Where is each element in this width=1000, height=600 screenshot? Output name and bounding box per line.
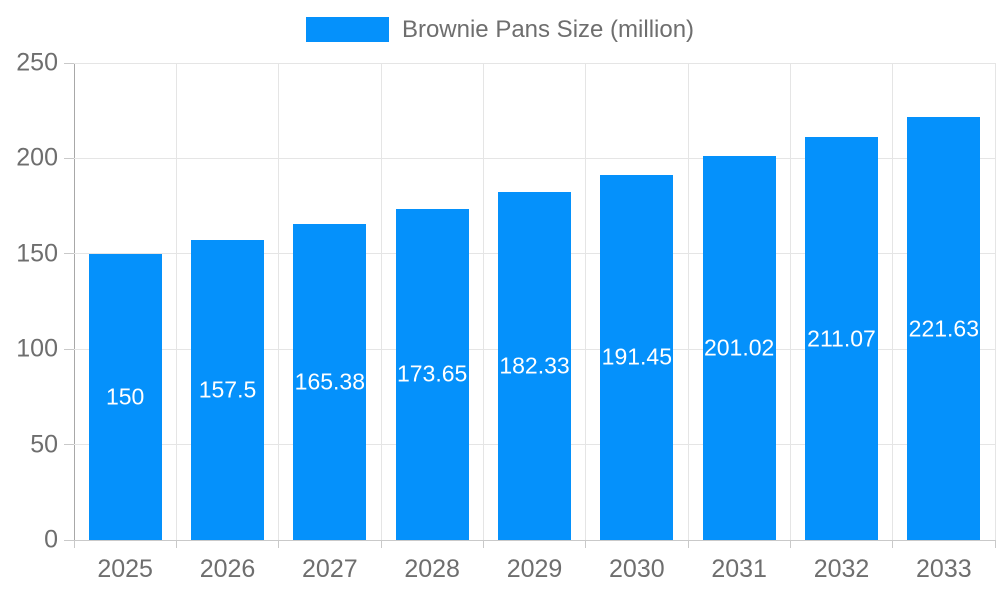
bar-value-label: 150 — [105, 383, 145, 410]
bar-value-label: 165.38 — [294, 368, 366, 395]
x-gridline — [175, 63, 177, 540]
x-gridline — [278, 63, 280, 540]
x-axis-label-2027: 2027 — [302, 555, 358, 583]
x-gridline — [892, 63, 894, 540]
x-gridline — [482, 63, 484, 540]
x-axis-tick — [585, 540, 587, 548]
bar-2030[interactable] — [600, 174, 674, 540]
x-axis-label-2029: 2029 — [506, 555, 563, 583]
bar-value-label: 173.65 — [396, 360, 468, 387]
y-axis-tick — [64, 253, 74, 255]
x-axis-label-2031: 2031 — [711, 555, 767, 583]
x-axis-tick — [789, 540, 791, 548]
x-axis-tick — [482, 540, 484, 548]
y-axis-line — [74, 63, 75, 540]
y-axis-tick — [64, 348, 74, 350]
y-axis-label: 100 — [16, 334, 58, 363]
chart-legend[interactable]: Brownie Pans Size (million) — [0, 17, 1000, 42]
x-axis-label-2030: 2030 — [609, 555, 665, 583]
legend-swatch — [305, 17, 389, 42]
x-axis-tick — [892, 540, 894, 548]
y-gridline — [74, 62, 995, 64]
bar-value-label: 211.07 — [807, 325, 876, 352]
bar-2032[interactable] — [805, 137, 878, 540]
x-axis-label-2026: 2026 — [199, 555, 256, 583]
bar-value-label: 191.45 — [601, 343, 673, 370]
bar-2026[interactable] — [191, 239, 264, 540]
bar-2027[interactable] — [293, 224, 367, 540]
bar-2029[interactable] — [498, 192, 571, 540]
x-gridline — [789, 63, 791, 540]
y-axis-label: 0 — [44, 525, 58, 554]
bar-value-label: 157.5 — [198, 376, 257, 403]
bar-2025[interactable] — [88, 253, 162, 540]
bar-2033[interactable] — [907, 117, 981, 540]
bar-2031[interactable] — [702, 156, 776, 540]
x-axis-tick — [994, 540, 996, 548]
bar-value-label: 182.33 — [499, 352, 570, 379]
x-gridline — [585, 63, 587, 540]
y-axis-label: 150 — [16, 239, 58, 268]
x-gridline — [687, 63, 689, 540]
x-axis-tick — [687, 540, 689, 548]
x-axis-line — [64, 540, 995, 541]
bar-value-label: 201.02 — [703, 334, 775, 361]
y-gridline — [74, 157, 995, 159]
y-axis-tick — [64, 157, 74, 159]
x-axis-label-2028: 2028 — [404, 555, 460, 583]
legend-label: Brownie Pans Size (million) — [401, 15, 695, 43]
y-axis-tick — [64, 539, 74, 541]
y-axis-label: 50 — [30, 430, 58, 459]
y-axis-tick — [64, 62, 74, 64]
x-gridline — [994, 63, 996, 540]
x-axis-tick — [73, 540, 75, 548]
bar-2028[interactable] — [395, 208, 469, 540]
y-axis-tick — [64, 444, 74, 446]
y-axis-label: 200 — [16, 143, 58, 172]
x-axis-tick — [175, 540, 177, 548]
x-axis-tick — [380, 540, 382, 548]
x-gridline — [380, 63, 382, 540]
x-axis-label-2025: 2025 — [97, 555, 153, 583]
x-axis-label-2032: 2032 — [813, 555, 870, 583]
y-axis-label: 250 — [16, 48, 58, 77]
x-axis-tick — [278, 540, 280, 548]
bar-value-label: 221.63 — [908, 315, 980, 342]
plot-area: 150 157.5 165.38 173.65 182.33 191.45 201.02 21… — [74, 62, 996, 540]
x-axis-label-2033: 2033 — [916, 555, 972, 583]
